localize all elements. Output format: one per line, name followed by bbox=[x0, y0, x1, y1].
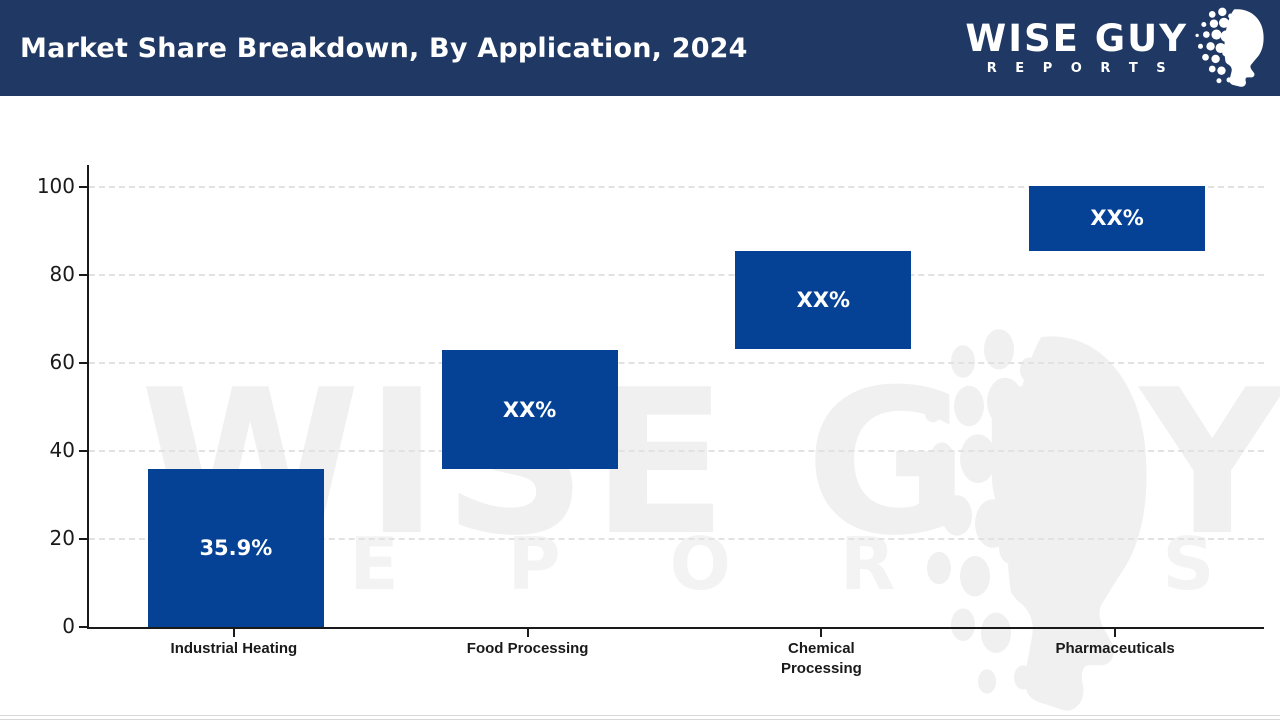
y-tick-mark-20 bbox=[79, 538, 87, 540]
gridline-60 bbox=[89, 362, 1264, 364]
bar-value-label: XX% bbox=[502, 397, 557, 422]
bar-value-label: XX% bbox=[796, 288, 851, 313]
page-title: Market Share Breakdown, By Application, … bbox=[20, 32, 748, 64]
x-tick-mark-0 bbox=[232, 629, 235, 637]
x-category-label-2: Chemical Processing bbox=[780, 640, 862, 678]
x-category-label-3: Pharmaceuticals bbox=[1055, 640, 1175, 657]
gridline-40 bbox=[89, 450, 1264, 452]
y-tick-label-80: 80 bbox=[49, 262, 75, 286]
bar-value-label: 35.9% bbox=[199, 536, 273, 560]
x-tick-mark-2 bbox=[820, 629, 823, 637]
gridline-100 bbox=[89, 186, 1264, 188]
header-bar: Market Share Breakdown, By Application, … bbox=[0, 0, 1280, 96]
x-category-label-0: Industrial Heating bbox=[170, 640, 298, 657]
y-tick-label-100: 100 bbox=[36, 174, 75, 198]
plot-region: 35.9% XX% XX% XX% bbox=[87, 165, 1264, 629]
wiseguy-logo-text: WISE GUY R E P O R T S bbox=[965, 20, 1188, 76]
y-tick-label-0: 0 bbox=[62, 614, 75, 638]
x-tick-mark-1 bbox=[526, 629, 529, 637]
bar-food-processing: XX% bbox=[441, 350, 618, 470]
bar-pharmaceuticals: XX% bbox=[1029, 186, 1206, 251]
y-tick-mark-60 bbox=[79, 362, 87, 364]
logo-subtitle: R E P O R T S bbox=[986, 61, 1173, 76]
logo-wordmark: WISE GUY bbox=[965, 17, 1188, 60]
y-tick-label-60: 60 bbox=[49, 350, 75, 374]
footer-divider bbox=[0, 715, 1280, 716]
y-tick-mark-100 bbox=[79, 186, 87, 188]
y-tick-label-20: 20 bbox=[49, 526, 75, 550]
gridline-80 bbox=[89, 274, 1264, 276]
wiseguy-head-icon bbox=[1195, 7, 1264, 87]
y-tick-mark-80 bbox=[79, 274, 87, 276]
bar-value-label: XX% bbox=[1090, 206, 1144, 231]
x-tick-mark-3 bbox=[1114, 629, 1117, 637]
y-tick-label-40: 40 bbox=[49, 438, 75, 462]
bar-chemical-processing: XX% bbox=[735, 251, 912, 349]
gridline-20 bbox=[89, 538, 1264, 540]
x-category-label-1: Food Processing bbox=[466, 640, 589, 657]
wiseguy-logo: WISE GUY R E P O R T S bbox=[965, 6, 1280, 90]
bar-industrial-heating: 35.9% bbox=[147, 469, 324, 627]
y-tick-mark-40 bbox=[79, 450, 87, 452]
y-tick-mark-0 bbox=[79, 626, 87, 628]
watermark-head-icon bbox=[903, 329, 1147, 711]
